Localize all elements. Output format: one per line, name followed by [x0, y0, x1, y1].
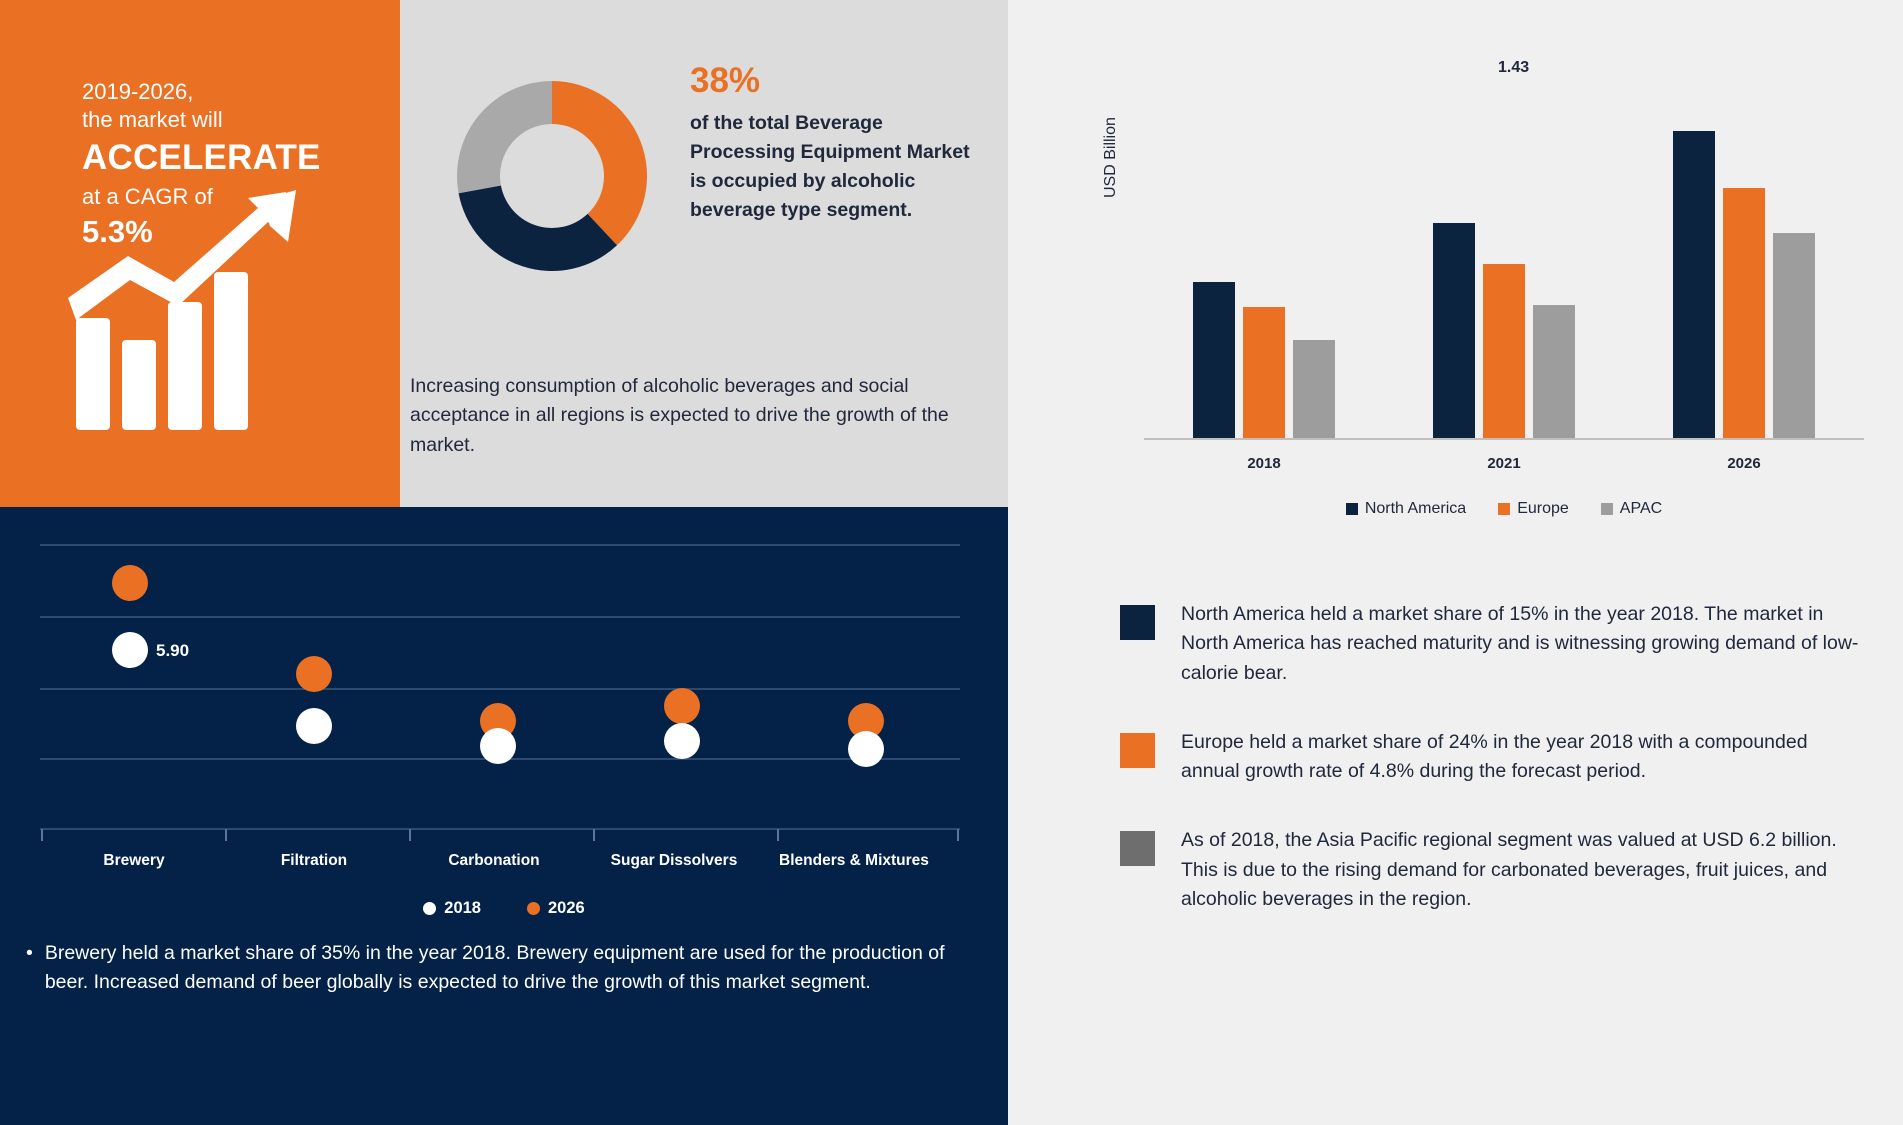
- donut-statement-block: 38% of the total Beverage Processing Equ…: [690, 61, 980, 225]
- donut-paragraph: Increasing consumption of alcoholic beve…: [410, 375, 949, 456]
- bar-x-label-2021: 2021: [1487, 455, 1521, 472]
- bar-chart-legend: North America Europe APAC: [1144, 500, 1864, 518]
- accelerate-period: 2019-2026,: [82, 79, 194, 104]
- legend-square-apac-icon: [1600, 503, 1613, 515]
- legend-item-north-america: North America: [1345, 500, 1467, 518]
- note-text-apac: As of 2018, the Asia Pacific regional se…: [1181, 829, 1837, 910]
- bar-2018-europe: [1243, 306, 1285, 438]
- donut-percent: 38%: [690, 61, 761, 100]
- dot-plot-x-axis-labels: Brewery Filtration Carbonation Sugar Dis…: [44, 852, 944, 870]
- legend-square-europe-icon: [1498, 503, 1511, 515]
- bar-chart: USD Billion 1.43: [1086, 18, 1886, 528]
- bar-2018-north-america: [1193, 282, 1235, 438]
- accelerate-panel: 2019-2026, the market will ACCELERATE at…: [0, 0, 400, 507]
- donut-chart: [432, 56, 672, 296]
- accelerate-subtitle: the market will: [82, 107, 223, 133]
- dot-x-label-blenders-mixtures: Blenders & Mixtures: [779, 852, 929, 869]
- accelerate-headline: ACCELERATE: [82, 138, 321, 178]
- legend-label-2018: 2018: [444, 899, 481, 917]
- note-apac: As of 2018, the Asia Pacific regional se…: [1120, 826, 1860, 914]
- accelerate-text-block: 2019-2026, the market will ACCELERATE at…: [82, 78, 321, 252]
- dot-plot-chart: 5.90: [40, 527, 960, 847]
- accelerate-cagr-label: at a CAGR of: [82, 184, 213, 210]
- legend-item-2018: 2018: [423, 899, 481, 918]
- legend-label-apac: APAC: [1619, 500, 1663, 517]
- donut-panel: 38% of the total Beverage Processing Equ…: [400, 0, 1008, 507]
- note-swatch-apac-icon: [1120, 831, 1155, 867]
- note-north-america: North America held a market share of 15%…: [1120, 600, 1860, 688]
- regional-panel: USD Billion 1.43: [1008, 0, 1903, 1125]
- note-swatch-north-america-icon: [1120, 605, 1155, 640]
- dot-x-label-sugar-dissolvers: Sugar Dissolvers: [610, 852, 738, 869]
- bar-chart-x-axis-labels: 2018 2021 2026: [1144, 455, 1864, 472]
- bar-groups: 1.43: [1144, 28, 1864, 438]
- bar-2021-north-america: [1433, 222, 1475, 438]
- dot-plot-panel: 5.90 Brewery Filtration Carbonation Suga…: [0, 507, 1008, 1125]
- legend-item-2026: 2026: [527, 899, 585, 918]
- bar-chart-plot: 1.43 2018 2021 2026: [1144, 28, 1864, 518]
- bar-2021-europe: [1483, 263, 1525, 438]
- dot-plot-legend: 2018 2026: [0, 899, 1008, 918]
- legend-label-europe: Europe: [1517, 500, 1569, 517]
- legend-dot-2018-icon: [423, 902, 437, 915]
- accelerate-cagr-value: 5.3%: [82, 214, 153, 250]
- legend-item-apac: APAC: [1600, 500, 1663, 518]
- note-europe: Europe held a market share of 24% in the…: [1120, 728, 1860, 787]
- bar-chart-axis-line: [1144, 438, 1864, 440]
- bar-2018-apac: [1293, 339, 1335, 438]
- bar-2021-apac: [1533, 304, 1575, 438]
- legend-square-north-america-icon: [1345, 503, 1358, 515]
- svg-text:5.90: 5.90: [156, 641, 189, 660]
- bar-2026-europe: [1723, 187, 1765, 438]
- bar-group-2026: [1624, 28, 1864, 438]
- bar-group-2021: 1.43: [1384, 28, 1624, 438]
- bar-group-2018: [1144, 28, 1384, 438]
- dot-x-label-brewery: Brewery: [103, 852, 165, 869]
- regional-notes: North America held a market share of 15%…: [1120, 600, 1860, 954]
- legend-label-north-america: North America: [1364, 500, 1467, 517]
- donut-statement: of the total Beverage Processing Equipme…: [690, 111, 970, 221]
- bar-x-label-2018: 2018: [1247, 455, 1281, 472]
- bullet-marker-icon: •: [26, 942, 33, 964]
- bar-chart-y-axis-label: USD Billion: [1102, 117, 1119, 198]
- dot-plot-bullet-text: Brewery held a market share of 35% in th…: [44, 942, 945, 993]
- note-text-north-america: North America held a market share of 15%…: [1181, 603, 1859, 684]
- legend-dot-2026-icon: [527, 902, 540, 915]
- dot-x-label-carbonation: Carbonation: [448, 852, 540, 869]
- legend-item-europe: Europe: [1498, 500, 1569, 518]
- dot-x-label-filtration: Filtration: [280, 852, 348, 869]
- note-swatch-europe-icon: [1120, 732, 1155, 768]
- bar-2026-north-america: [1673, 130, 1715, 438]
- dot-plot-bullet: • Brewery held a market share of 35% in …: [26, 939, 986, 997]
- bar-x-label-2026: 2026: [1727, 455, 1761, 472]
- note-text-europe: Europe held a market share of 24% in the…: [1181, 730, 1808, 782]
- bar-2026-apac: [1773, 233, 1815, 438]
- growth-arrow-bars-icon: [62, 190, 332, 430]
- legend-label-2026: 2026: [548, 899, 585, 917]
- bar-value-2021-north-america: 1.43: [1498, 59, 1530, 76]
